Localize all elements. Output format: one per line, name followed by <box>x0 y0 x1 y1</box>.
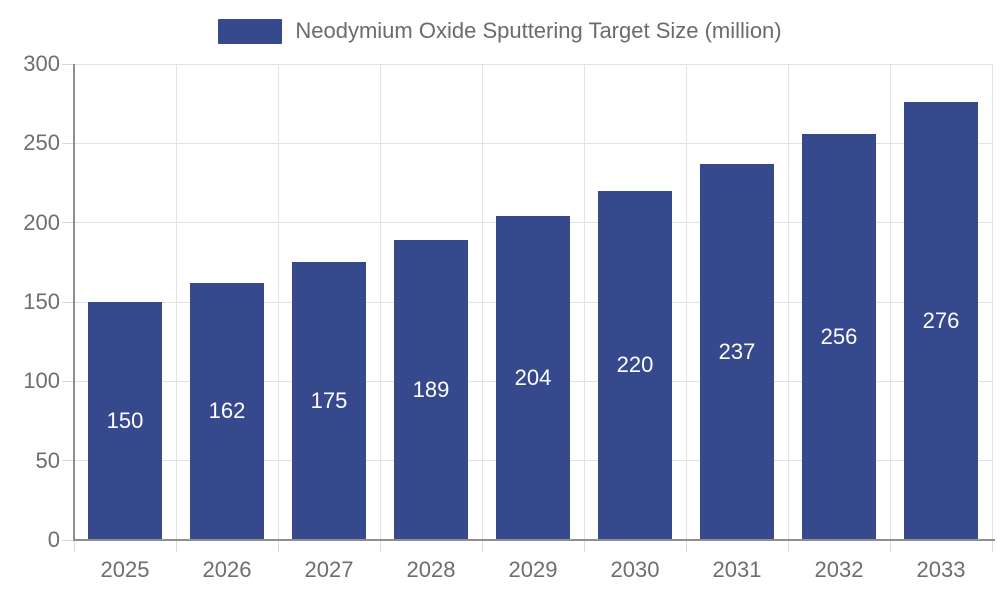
gridline-vertical <box>787 64 789 540</box>
x-axis-tick <box>175 540 177 552</box>
legend-swatch <box>218 18 283 44</box>
x-axis-tick <box>277 540 279 552</box>
gridline-horizontal <box>74 142 992 144</box>
gridline-horizontal <box>74 63 992 65</box>
plot-area: 0 50 100 150 200 250 300 150 2025 162 2026 175 2027 1… <box>23 51 995 582</box>
gridline-vertical <box>379 64 381 540</box>
x-tick-label: 2027 <box>304 557 354 582</box>
x-tick-label: 2026 <box>202 557 252 582</box>
legend[interactable]: Neodymium Oxide Sputtering Target Size (… <box>0 16 1000 46</box>
bar-value-label: 220 <box>616 352 654 378</box>
bar[interactable]: 237 <box>700 163 774 540</box>
x-axis-tick <box>787 540 789 552</box>
gridline-vertical <box>685 64 687 540</box>
x-tick-label: 2031 <box>712 557 762 582</box>
bar[interactable]: 276 <box>904 102 978 540</box>
x-axis-tick <box>685 540 687 552</box>
x-tick-label: 2032 <box>814 557 864 582</box>
x-axis-tick <box>379 540 381 552</box>
bar-value-label: 150 <box>106 408 144 433</box>
gridline-vertical <box>175 64 177 540</box>
x-tick-label: 2033 <box>916 557 966 582</box>
bar-value-label: 237 <box>718 338 756 364</box>
bar[interactable]: 220 <box>598 190 672 540</box>
y-axis-tick <box>62 539 74 541</box>
y-tick-label: 100 <box>23 368 60 394</box>
x-axis-tick <box>889 540 891 552</box>
y-axis-tick <box>62 301 74 303</box>
y-tick-label: 300 <box>23 51 60 76</box>
bar-value-label: 162 <box>208 398 246 424</box>
y-tick-label: 150 <box>23 289 60 314</box>
y-axis-tick <box>62 460 74 462</box>
y-axis-tick <box>62 222 74 224</box>
x-axis-tick <box>73 540 75 552</box>
bar[interactable]: 256 <box>802 133 876 540</box>
x-axis-tick <box>583 540 585 552</box>
bar-value-label: 175 <box>310 388 348 414</box>
bar[interactable]: 150 <box>88 302 162 540</box>
gridline-vertical <box>889 64 891 540</box>
x-axis-tick <box>991 540 993 552</box>
y-tick-label: 50 <box>35 447 60 473</box>
gridline-vertical <box>277 64 279 540</box>
bar-value-label: 276 <box>922 308 960 334</box>
bar-value-label: 189 <box>412 377 450 403</box>
gridline-vertical <box>991 64 993 540</box>
bar-value-label: 204 <box>514 365 552 391</box>
bar[interactable]: 189 <box>394 240 468 540</box>
y-tick-label: 250 <box>23 130 60 156</box>
x-tick-label: 2028 <box>406 557 456 582</box>
gridline-vertical <box>481 64 483 540</box>
y-tick-label: 0 <box>47 527 60 552</box>
gridline-vertical <box>583 64 585 540</box>
bar[interactable]: 204 <box>496 216 570 540</box>
y-axis-tick <box>62 142 74 144</box>
bar[interactable]: 162 <box>190 282 264 540</box>
x-tick-label: 2029 <box>508 557 558 582</box>
y-axis-line <box>73 64 75 540</box>
bar[interactable]: 175 <box>292 262 366 540</box>
x-tick-label: 2025 <box>100 557 150 582</box>
bar-value-label: 256 <box>820 323 858 349</box>
x-axis-line <box>73 539 995 541</box>
x-axis-tick <box>481 540 483 552</box>
legend-label: Neodymium Oxide Sputtering Target Size (… <box>295 18 782 43</box>
y-axis-tick <box>62 63 74 65</box>
x-tick-label: 2030 <box>610 557 660 582</box>
y-tick-label: 200 <box>23 209 60 235</box>
y-axis-tick <box>62 380 74 382</box>
